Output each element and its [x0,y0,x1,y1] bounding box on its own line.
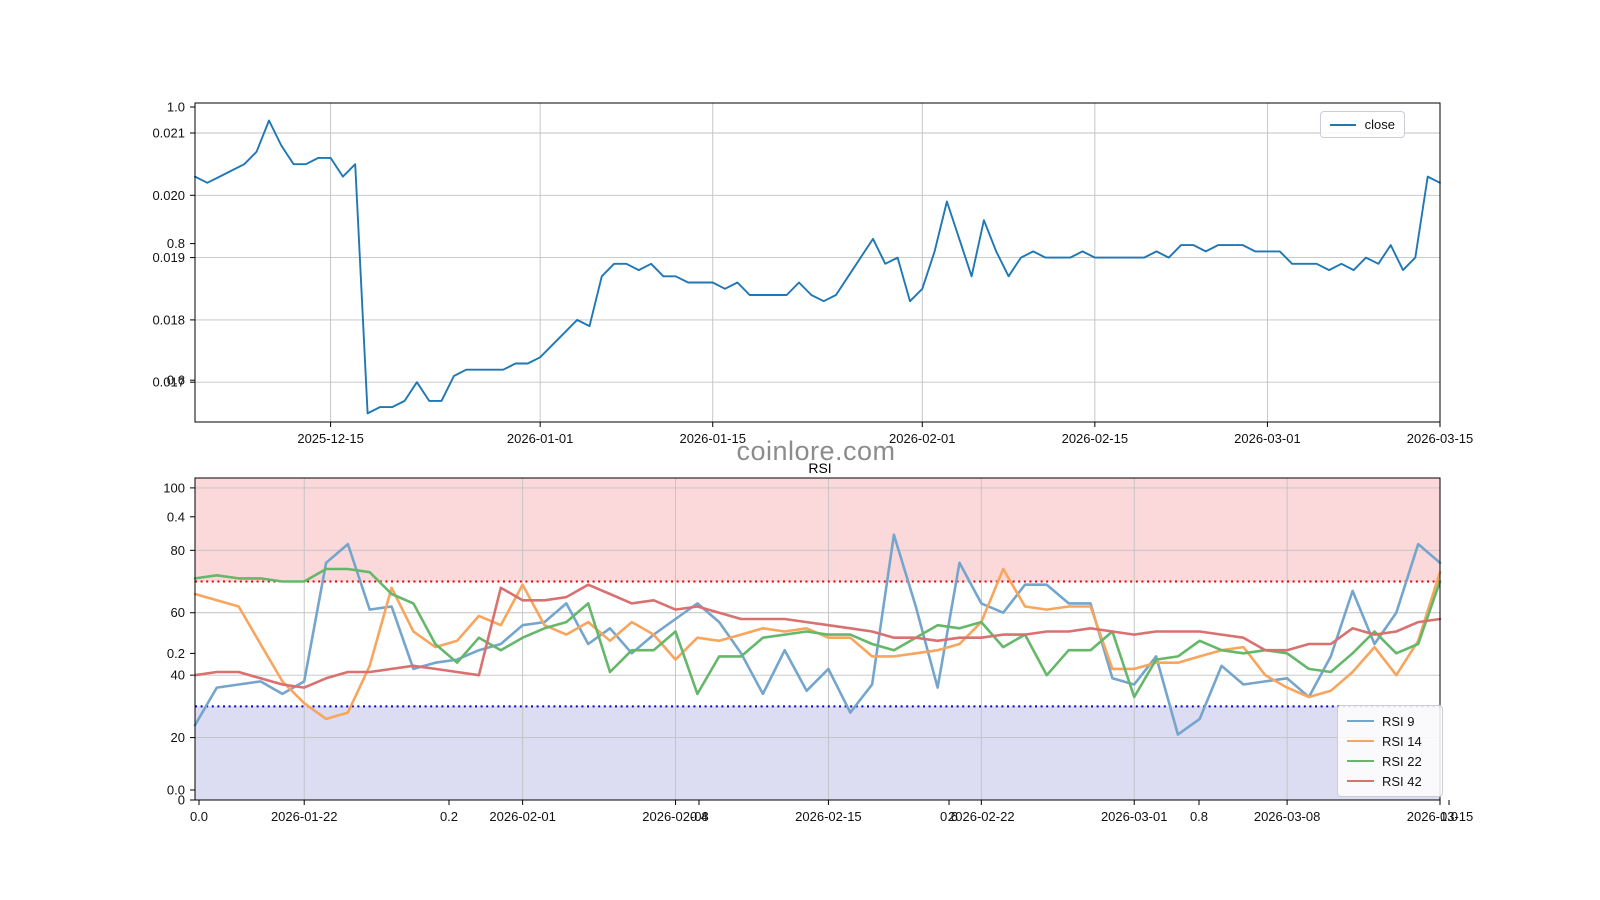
rsi9-legend-label: RSI 9 [1382,713,1415,729]
gridlines [195,478,1441,801]
series-line-rsi-9 [193,533,1442,736]
rsi22-line-swatch [1347,760,1374,762]
watermark: coinlore.com [736,436,896,466]
x-tick-label: 2026-02-01 [889,431,956,446]
overlay-tick-marks [190,106,1450,805]
rsi42-legend-label: RSI 42 [1382,773,1422,789]
x-tick-label: 2025-12-15 [297,431,364,446]
overbought-band [195,478,1440,582]
rsi14-legend-label: RSI 14 [1382,733,1422,749]
y-tick-label: 0.020 [152,188,185,203]
axes-spines [194,477,1441,801]
overlay-y-tick-label: 1.0 [167,100,185,115]
x-tick-label: 2026-02-15 [795,809,862,824]
x-tick-label: 2026-02-08 [642,809,709,824]
legend-row-rsi22: RSI 22 [1347,751,1442,771]
close-legend-label: close [1364,117,1395,132]
x-tick-label: 2026-02-15 [1062,431,1129,446]
overlay-x-tick-label: 0.0 [190,809,208,824]
tick-labels: 0.021 0.020 0.019 0.018 0.017 2025-12-15 2026-… [152,126,1473,447]
series-line-rsi-42 [193,583,1442,689]
close-line-swatch [1330,123,1356,126]
overlay-x-tick-label: 0.2 [440,809,458,824]
rsi-chart: 0 20 40 60 80 100 2026-01-22 2026-02-01 2026-02-… [163,477,1473,824]
y-tick-label: 40 [171,668,185,683]
y-tick-label: 0.021 [152,126,185,141]
overlay-x-tick-label: 1.0 [1440,809,1458,824]
overlay-y-tick-label: 0.0 [167,783,185,798]
rsi42-line-swatch [1347,780,1374,782]
price-chart: 0.021 0.020 0.019 0.018 0.017 2025-12-15 2026-… [152,102,1473,447]
overlay-axis: 1.0 0.8 0.6 0.4 0.2 0.0 0.0 0.2 0.4 0.6 0.8 1.0 [167,100,1458,825]
legend-row-rsi14: RSI 14 [1347,731,1442,751]
x-tick-label: 2026-02-01 [489,809,556,824]
rsi-chart-title: RSI [808,460,832,476]
tick-labels: 0 20 40 60 80 100 2026-01-22 2026-02-01 2026-02-… [163,480,1473,824]
overlay-y-tick-label: 0.6 [167,373,185,388]
x-tick-label: 2026-01-22 [271,809,338,824]
y-tick-label: 0.017 [152,375,185,390]
oversold-band [195,706,1440,800]
y-tick-label: 20 [171,730,185,745]
overlay-x-tick-label: 0.8 [1190,809,1208,824]
series-line-rsi-22 [193,567,1442,699]
legend-row-rsi9: RSI 9 [1347,711,1442,731]
y-tick-label: 0 [178,793,185,808]
overlay-y-tick-label: 0.2 [167,646,185,661]
overlay-y-tick-label: 0.4 [167,509,185,524]
rsi22-legend-label: RSI 22 [1382,753,1422,769]
rsi9-line-swatch [1347,720,1374,722]
overlay-x-tick-label: 0.4 [690,809,708,824]
y-tick-label: 0.018 [152,312,185,327]
y-tick-label: 0.019 [152,250,185,265]
overlay-x-tick-label: 0.6 [940,809,958,824]
tick-marks [190,487,1441,805]
legend-row-rsi42: RSI 42 [1347,771,1442,791]
gridlines [195,103,1441,422]
rsi14-line-swatch [1347,740,1374,742]
tick-marks [190,132,1441,427]
series-line-close [194,119,1441,415]
y-tick-label: 100 [163,480,185,495]
x-tick-label: 2026-01-15 [679,431,746,446]
y-tick-label: 80 [171,543,185,558]
x-tick-label: 2026-03-08 [1254,809,1321,824]
y-tick-label: 60 [171,605,185,620]
x-tick-label: 2026-01-01 [507,431,574,446]
x-tick-label: 2026-02-22 [948,809,1015,824]
overlay-y-tick-label: 0.8 [167,236,185,251]
x-tick-label: 2026-03-01 [1101,809,1168,824]
legend-rsi: RSI 9 RSI 14 RSI 22 RSI 42 [1337,705,1443,797]
legend-close: close [1320,111,1405,138]
axes-spines [194,102,1441,423]
x-tick-label: 2026-03-15 [1407,809,1474,824]
x-tick-label: 2026-03-01 [1234,431,1301,446]
x-tick-label: 2026-03-15 [1407,431,1474,446]
